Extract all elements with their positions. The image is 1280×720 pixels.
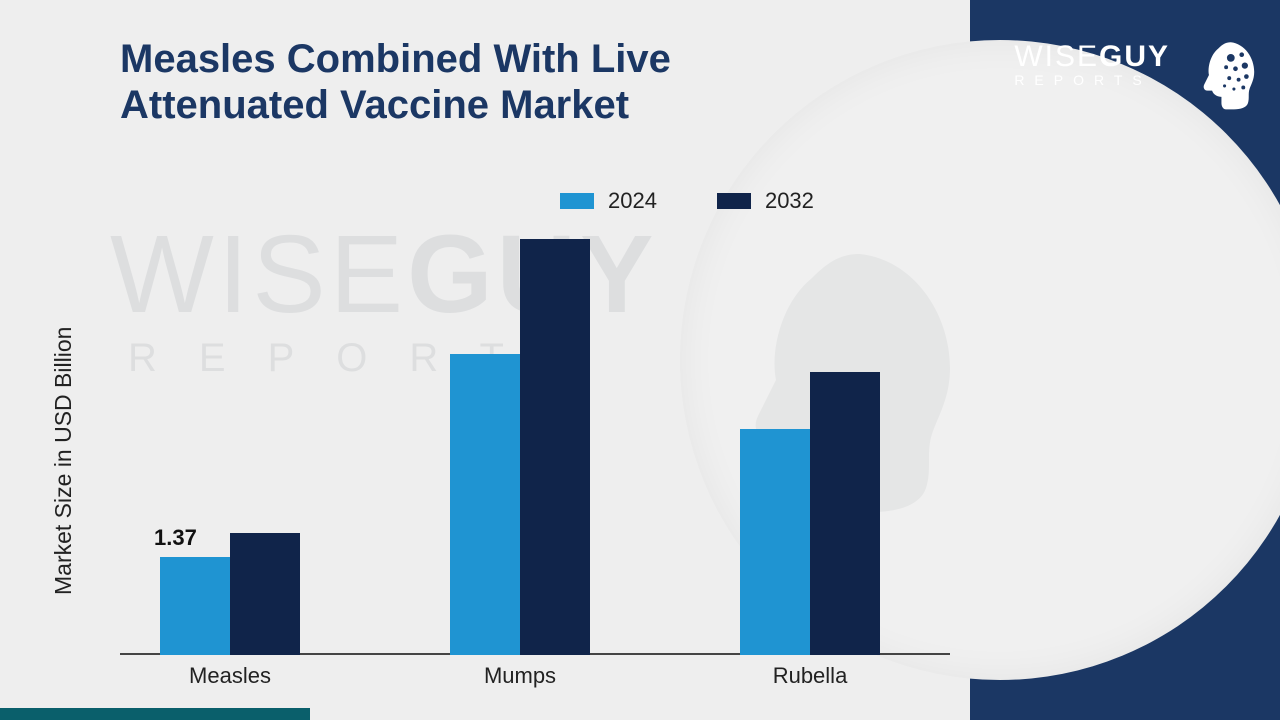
plot-area: 1.37 Measles Mumps Rubella: [120, 225, 950, 655]
value-label-measles-2024: 1.37: [154, 525, 197, 551]
bar-group-measles: 1.37 Measles: [160, 533, 300, 655]
x-label-measles: Measles: [189, 663, 271, 689]
brand-logo: WISEGUY REPORTS: [1014, 40, 1170, 88]
bottom-accent-strip: [0, 708, 310, 720]
legend-swatch-2032: [717, 193, 751, 209]
bar-mumps-2032: [520, 239, 590, 655]
bar-group-mumps: Mumps: [450, 239, 590, 655]
x-label-mumps: Mumps: [484, 663, 556, 689]
chart-canvas: WISEGUY REPORTS Measles Combined With Li…: [0, 0, 1280, 720]
bar-group-rubella: Rubella: [740, 372, 880, 655]
bar-rubella-2032: [810, 372, 880, 655]
bar-measles-2032: [230, 533, 300, 655]
legend-swatch-2024: [560, 193, 594, 209]
bar-rubella-2024: [740, 429, 810, 655]
legend-label-2024: 2024: [608, 188, 657, 214]
chart-title: Measles Combined With Live Attenuated Va…: [120, 36, 760, 128]
y-axis-label: Market Size in USD Billion: [50, 327, 77, 595]
legend: 2024 2032: [560, 188, 814, 214]
legend-item-2032: 2032: [717, 188, 814, 214]
legend-item-2024: 2024: [560, 188, 657, 214]
legend-label-2032: 2032: [765, 188, 814, 214]
bar-measles-2024: [160, 557, 230, 655]
x-label-rubella: Rubella: [773, 663, 848, 689]
logo-head-icon: [1184, 36, 1262, 114]
bar-mumps-2024: [450, 354, 520, 655]
